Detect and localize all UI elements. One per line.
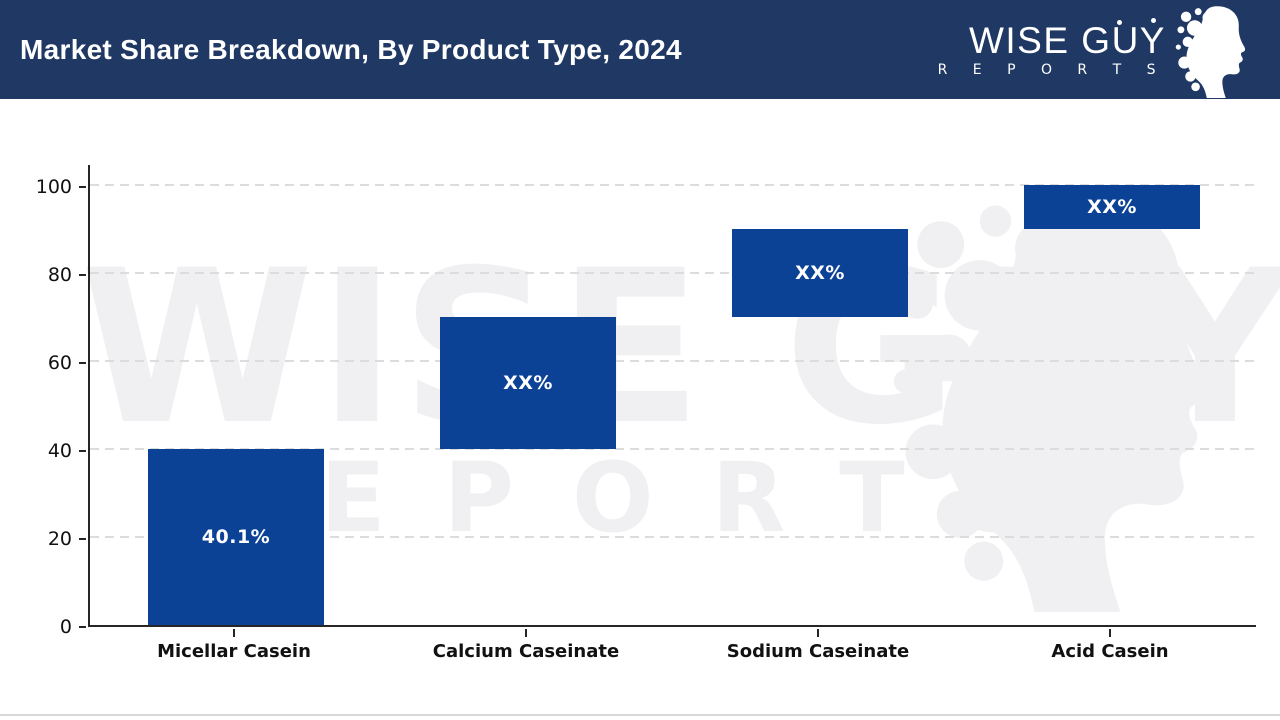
logo-dot-icon [1117,20,1122,25]
y-tick-label: 20 [47,528,72,550]
y-tick-mark [79,274,86,276]
plot-area: 40.1% XX% XX% XX% [88,165,1256,627]
head-profile-logo-icon [1175,6,1246,98]
y-tick-mark [79,626,86,628]
x-tick-mark [233,629,235,637]
watermark-head-profile-icon [893,196,1208,612]
y-tick-label: 0 [59,616,72,638]
x-tick-mark [817,629,819,637]
y-tick-label: 80 [47,264,72,286]
gridline [90,536,1256,538]
y-tick-mark [79,538,86,540]
y-tick-mark [79,186,86,188]
x-category-label: Calcium Caseinate [432,641,620,662]
y-tick-mark [79,362,86,364]
y-tick-label: 100 [35,176,72,198]
bar-calcium-caseinate: XX% [440,317,616,449]
bar-value-label: XX% [1087,196,1137,218]
y-tick-label: 60 [47,352,72,374]
y-tick-mark [79,450,86,452]
bar-value-label: 40.1% [201,525,271,548]
brand-logo: WISE GUY R E P O R T S [932,1,1256,98]
bar-sodium-caseinate: XX% [732,229,908,317]
gridline [90,360,1256,362]
bar-acid-casein: XX% [1024,185,1200,229]
x-category-label: Acid Casein [1051,641,1169,662]
chart-title: Market Share Breakdown, By Product Type,… [20,33,682,65]
logo-dot-icon [1151,18,1156,23]
bar-value-label: XX% [503,372,553,394]
gridline [90,184,1256,186]
x-tick-mark [1109,629,1111,637]
gridline [90,448,1256,450]
bar-micellar-casein: 40.1% [148,448,324,625]
bottom-divider [0,714,1280,716]
y-tick-label: 40 [47,440,72,462]
brand-logo-text: WISE GUY R E P O R T S [932,18,1166,78]
gridline [90,272,1256,274]
header-bar: Market Share Breakdown, By Product Type,… [0,0,1280,99]
x-category-label: Sodium Caseinate [726,641,910,662]
x-tick-mark [525,629,527,637]
x-category-label: Micellar Casein [157,641,311,662]
brand-subtitle: R E P O R T S [937,62,1166,78]
bar-value-label: XX% [795,262,845,284]
brand-name: WISE GUY [968,20,1166,61]
